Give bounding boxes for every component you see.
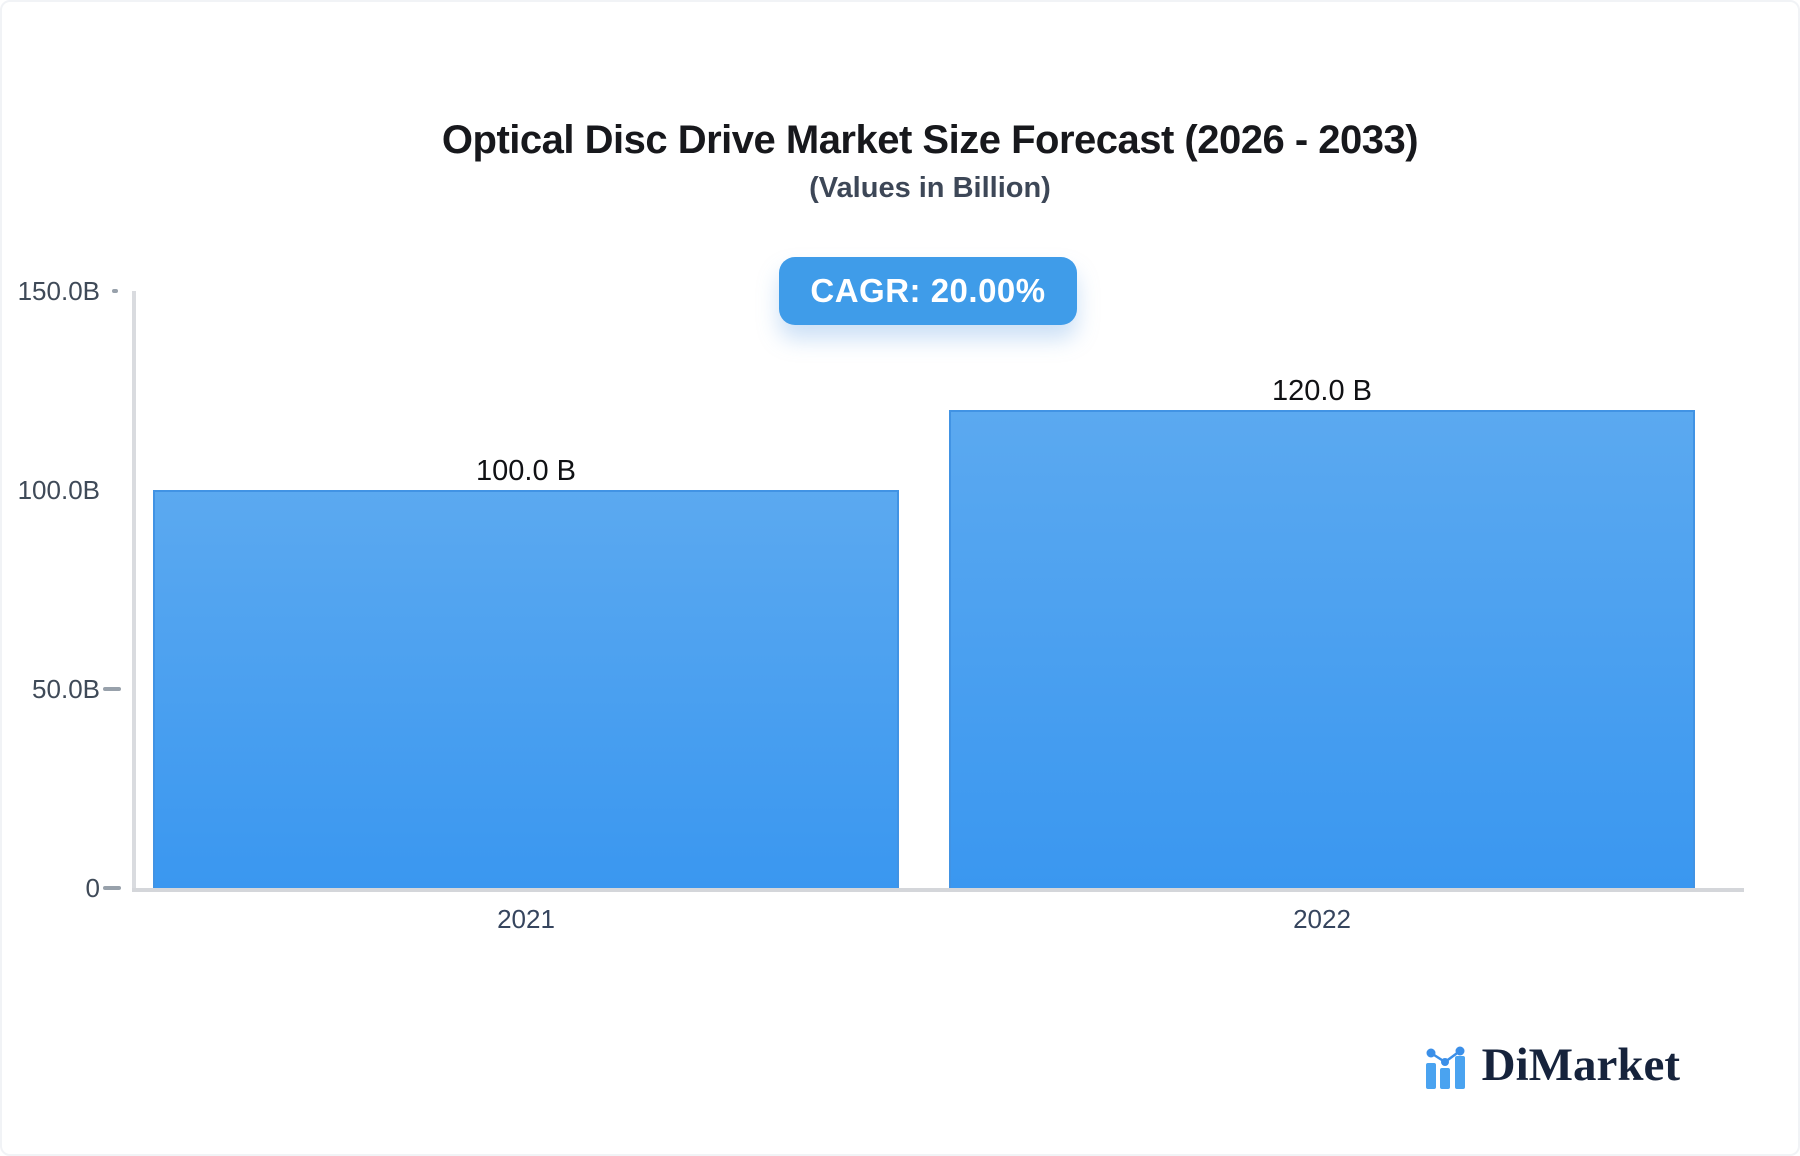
bar-value-label-2021: 100.0 B (476, 455, 576, 487)
y-axis-tick-label-50: 50.0B (32, 674, 100, 704)
y-axis-line (132, 291, 136, 890)
chart-title: Optical Disc Drive Market Size Forecast … (441, 118, 1419, 162)
bar-chart-logo-icon (1425, 1046, 1465, 1089)
y-axis-tick-label-100: 100.0B (17, 475, 100, 505)
brand-logo: DiMarket (1424, 1040, 1680, 1090)
cagr-badge: CAGR: 20.00% (779, 257, 1077, 325)
x-axis-label-2021: 2021 (497, 904, 555, 934)
bar-value-label-2022: 120.0 B (1272, 375, 1372, 407)
bar-2022[interactable] (949, 410, 1695, 888)
cagr-badge-label: CAGR: 20.00% (810, 272, 1046, 309)
y-axis-tick-mark-0 (103, 886, 121, 890)
bar-2021[interactable] (153, 490, 899, 888)
y-axis-tick-label-0: 0 (85, 873, 100, 903)
chart-subtitle: (Values in Billion) (809, 172, 1051, 204)
y-axis-tick-mark-50 (103, 687, 121, 691)
x-axis-line (132, 888, 1744, 892)
y-axis-tick-label-150: 150.0B (17, 276, 100, 306)
brand-name: DiMarket (1481, 1039, 1680, 1091)
y-axis-tick-mark-150 (112, 289, 118, 293)
x-axis-label-2022: 2022 (1293, 904, 1351, 934)
